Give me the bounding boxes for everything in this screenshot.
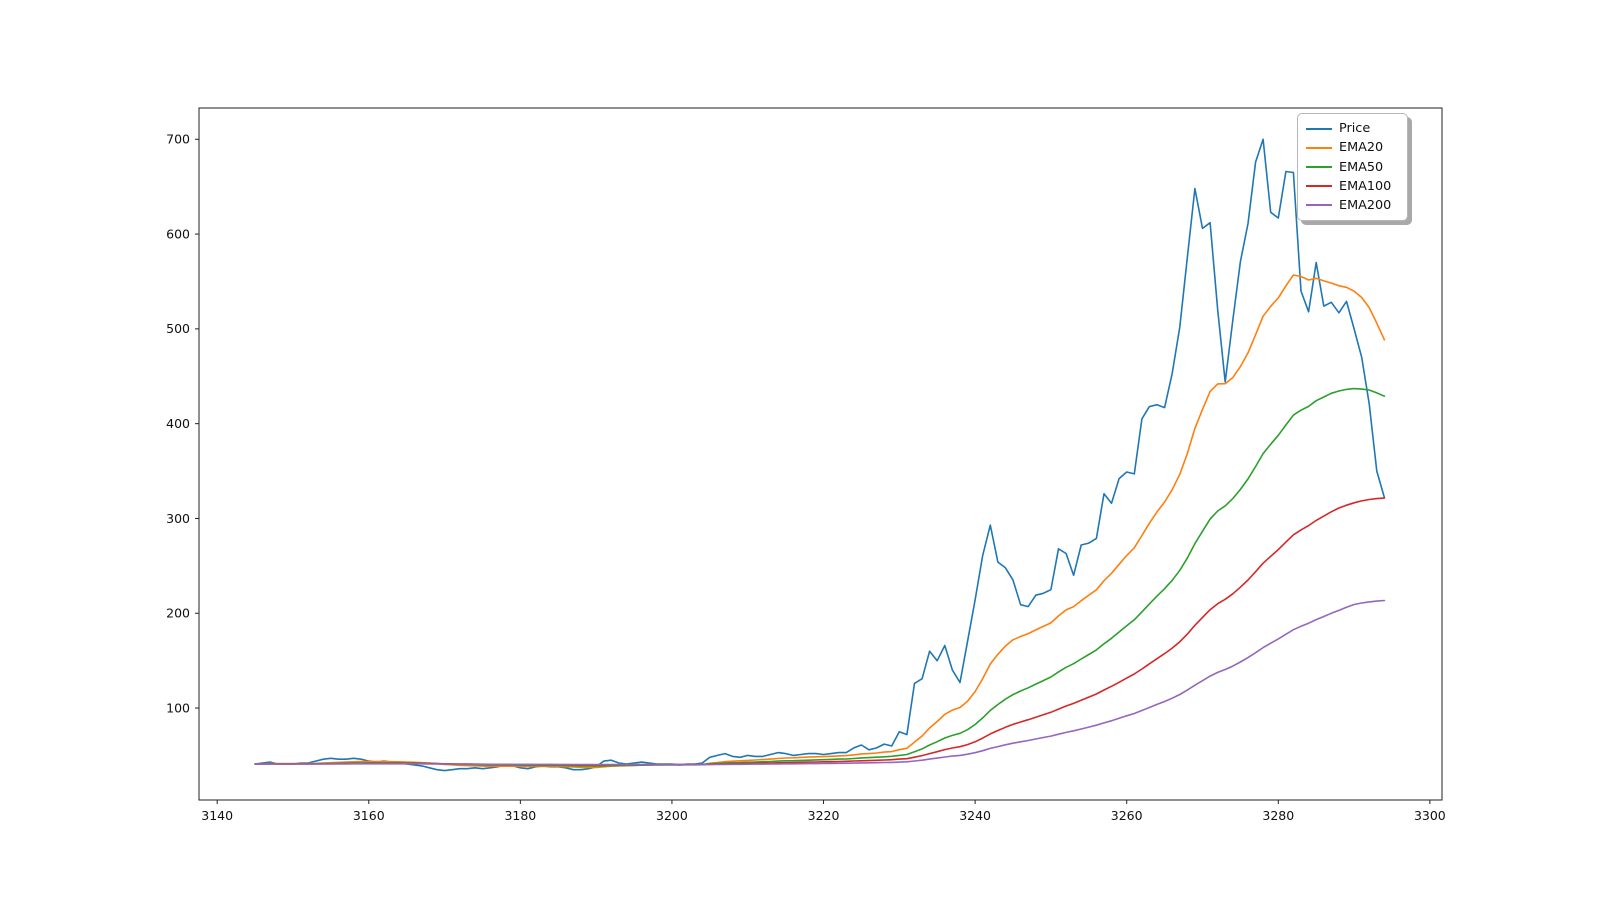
legend-item-ema20: EMA20 xyxy=(1306,138,1398,157)
legend-item-ema100: EMA100 xyxy=(1306,177,1398,196)
legend-item-ema50: EMA50 xyxy=(1306,157,1398,176)
y-tick-label: 500 xyxy=(166,321,190,336)
x-tick-label: 3300 xyxy=(1414,808,1446,823)
x-tick-label: 3240 xyxy=(959,808,991,823)
legend-line-swatch xyxy=(1306,185,1332,188)
series-lines xyxy=(254,138,1386,772)
x-tick-label: 3200 xyxy=(656,808,688,823)
series-line-ema200 xyxy=(254,599,1386,766)
legend-label: EMA100 xyxy=(1339,178,1392,194)
legend-line-swatch xyxy=(1306,166,1332,168)
legend-item-ema200: EMA200 xyxy=(1306,196,1398,215)
legend-item-price: Price xyxy=(1306,119,1398,138)
legend-line-swatch xyxy=(1306,146,1332,149)
y-tick-label: 200 xyxy=(166,606,190,621)
legend-label: EMA50 xyxy=(1339,159,1384,175)
x-tick-label: 3280 xyxy=(1262,808,1294,823)
x-tick-label: 3140 xyxy=(201,808,233,823)
y-tick-label: 400 xyxy=(166,416,190,431)
legend-line-swatch xyxy=(1306,127,1332,130)
legend-line-swatch xyxy=(1306,204,1332,207)
y-tick-label: 300 xyxy=(166,511,190,526)
x-tick-label: 3160 xyxy=(353,808,385,823)
x-tick-label: 3260 xyxy=(1111,808,1143,823)
x-tick-label: 3220 xyxy=(808,808,840,823)
y-tick-label: 600 xyxy=(166,226,190,241)
series-line-price xyxy=(254,138,1386,772)
y-tick-label: 700 xyxy=(166,132,190,147)
legend-label: Price xyxy=(1339,121,1371,137)
legend: Price EMA20 EMA50 EMA100 EMA200 xyxy=(1297,113,1408,221)
y-tick-label: 100 xyxy=(166,700,190,715)
x-axis-ticks: 3140 3160 3180 3200 3220 3240 3260 3280 3300 xyxy=(201,800,1446,823)
y-axis-ticks: 100 200 300 400 500 600 700 xyxy=(166,132,199,715)
legend-label: EMA200 xyxy=(1339,197,1392,213)
plot-border xyxy=(198,107,1443,801)
legend-label: EMA20 xyxy=(1339,140,1384,156)
x-tick-label: 3180 xyxy=(504,808,536,823)
